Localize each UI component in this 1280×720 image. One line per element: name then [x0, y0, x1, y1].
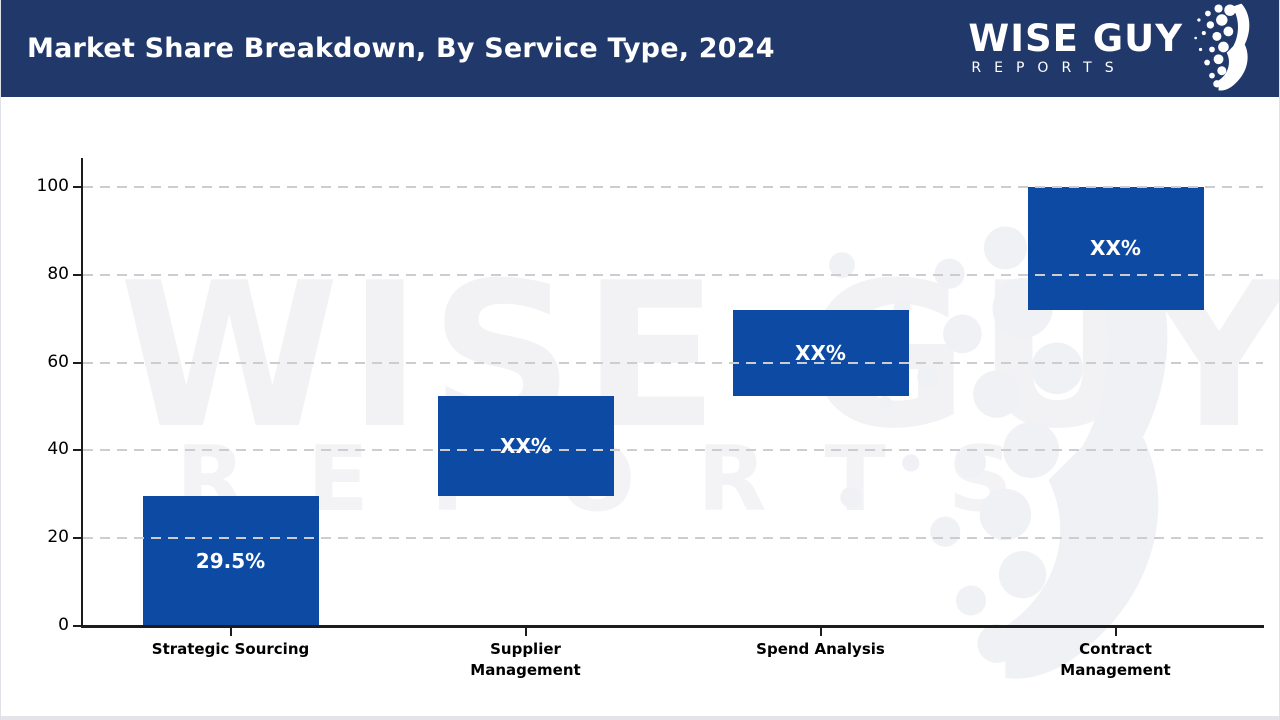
bar-segment — [1027, 187, 1204, 310]
x-tick-mark — [524, 628, 527, 636]
footer-strip — [1, 716, 1279, 720]
logo-wordmark: WISE GUY — [968, 17, 1183, 60]
bar-value-label: XX% — [795, 340, 846, 365]
bar-value-label: XX% — [1090, 236, 1141, 261]
header-bar: Market Share Breakdown, By Service Type,… — [1, 0, 1279, 97]
y-tick-label: 60 — [47, 351, 69, 372]
category-label-line: Management — [470, 661, 581, 679]
bar-segment — [142, 496, 319, 626]
y-tick-label: 20 — [47, 527, 69, 548]
gridline — [83, 537, 1263, 540]
category-label-line: Supplier — [490, 640, 561, 658]
y-tick-label: 40 — [47, 439, 69, 460]
y-tick-mark — [73, 449, 82, 452]
y-tick-mark — [73, 537, 82, 540]
category-label-line: Management — [1060, 661, 1171, 679]
logo-text: WISE GUY REPORTS — [968, 20, 1183, 77]
category-label-line: Strategic Sourcing — [151, 640, 310, 658]
category-label: Strategic Sourcing — [131, 639, 331, 660]
y-tick-mark — [73, 361, 82, 364]
y-axis-line — [81, 158, 83, 627]
bar-segment — [437, 395, 614, 497]
logo-subtext: REPORTS — [971, 60, 1127, 76]
wise-guy-logo: WISE GUY REPORTS — [968, 3, 1255, 92]
gridline — [83, 449, 1263, 452]
y-tick-mark — [73, 186, 82, 188]
x-tick-mark — [819, 628, 822, 636]
gridline — [83, 273, 1263, 276]
y-tick-label: 80 — [47, 263, 69, 284]
y-tick-label: 100 — [36, 176, 69, 196]
category-label: Supplier Management — [426, 639, 626, 681]
gridline — [83, 186, 1263, 188]
bar-value-label: XX% — [500, 434, 551, 458]
bar-segment — [732, 309, 909, 396]
category-label-line: Spend Analysis — [756, 640, 885, 658]
category-label: Contract Management — [1016, 639, 1216, 681]
gridline — [83, 361, 1263, 364]
x-tick-mark — [229, 628, 232, 636]
category-label-line: Contract — [1079, 640, 1152, 658]
dotted-face-icon — [1194, 3, 1250, 91]
page-title: Market Share Breakdown, By Service Type,… — [27, 33, 775, 64]
bar-value-label: 29.5% — [195, 549, 266, 574]
category-label: Spend Analysis — [721, 639, 921, 660]
y-tick-label: 0 — [58, 615, 69, 635]
y-tick-mark — [73, 273, 82, 276]
x-tick-mark — [1114, 628, 1117, 636]
x-axis-line — [81, 625, 1264, 628]
y-tick-mark — [73, 625, 82, 627]
